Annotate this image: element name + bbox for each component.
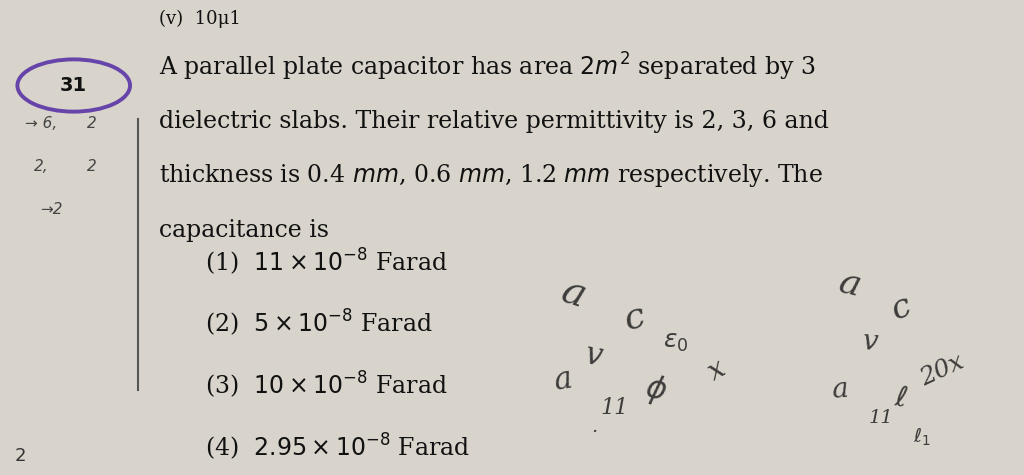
Text: (4)  $2.95 \times 10^{-8}$ Farad: (4) $2.95 \times 10^{-8}$ Farad [205,431,470,462]
Text: 20x: 20x [916,351,968,390]
Text: v: v [861,328,880,356]
Text: capacitance is: capacitance is [159,219,329,242]
Text: 11: 11 [600,398,629,419]
Text: .: . [591,418,597,437]
Text: a: a [556,273,591,316]
Text: v: v [583,340,605,373]
Text: 2: 2 [87,116,97,131]
Text: $\ell_1$: $\ell_1$ [912,426,931,448]
Text: $\phi$: $\phi$ [641,370,670,409]
Text: a: a [836,266,864,304]
Text: 2,: 2, [34,159,48,174]
Text: → 6,: → 6, [25,116,57,131]
Text: dielectric slabs. Their relative permittivity is 2, 3, 6 and: dielectric slabs. Their relative permitt… [159,110,828,133]
Text: 2: 2 [14,447,27,465]
Text: $\ell$: $\ell$ [893,385,909,413]
Text: thickness is 0.4 $mm$, 0.6 $mm$, 1.2 $mm$ respectively. The: thickness is 0.4 $mm$, 0.6 $mm$, 1.2 $mm… [159,162,822,189]
Text: c: c [887,291,915,327]
Text: (3)  $10 \times 10^{-8}$ Farad: (3) $10 \times 10^{-8}$ Farad [205,370,447,400]
Text: a: a [552,363,574,397]
Text: a: a [830,375,849,404]
Text: →2: →2 [40,201,62,217]
Text: x: x [703,355,730,386]
Text: (v)  10μ1: (v) 10μ1 [159,10,241,28]
Text: (1)  $11 \times 10^{-8}$ Farad: (1) $11 \times 10^{-8}$ Farad [205,246,447,276]
Text: c: c [621,299,649,337]
Text: 2: 2 [87,159,97,174]
Text: $\varepsilon_0$: $\varepsilon_0$ [664,331,688,353]
Text: (2)  $5 \times 10^{-8}$ Farad: (2) $5 \times 10^{-8}$ Farad [205,308,432,338]
Text: 31: 31 [60,76,87,95]
Text: A parallel plate capacitor has area $2m^2$ separated by 3: A parallel plate capacitor has area $2m^… [159,50,815,83]
Text: 11: 11 [868,409,893,427]
